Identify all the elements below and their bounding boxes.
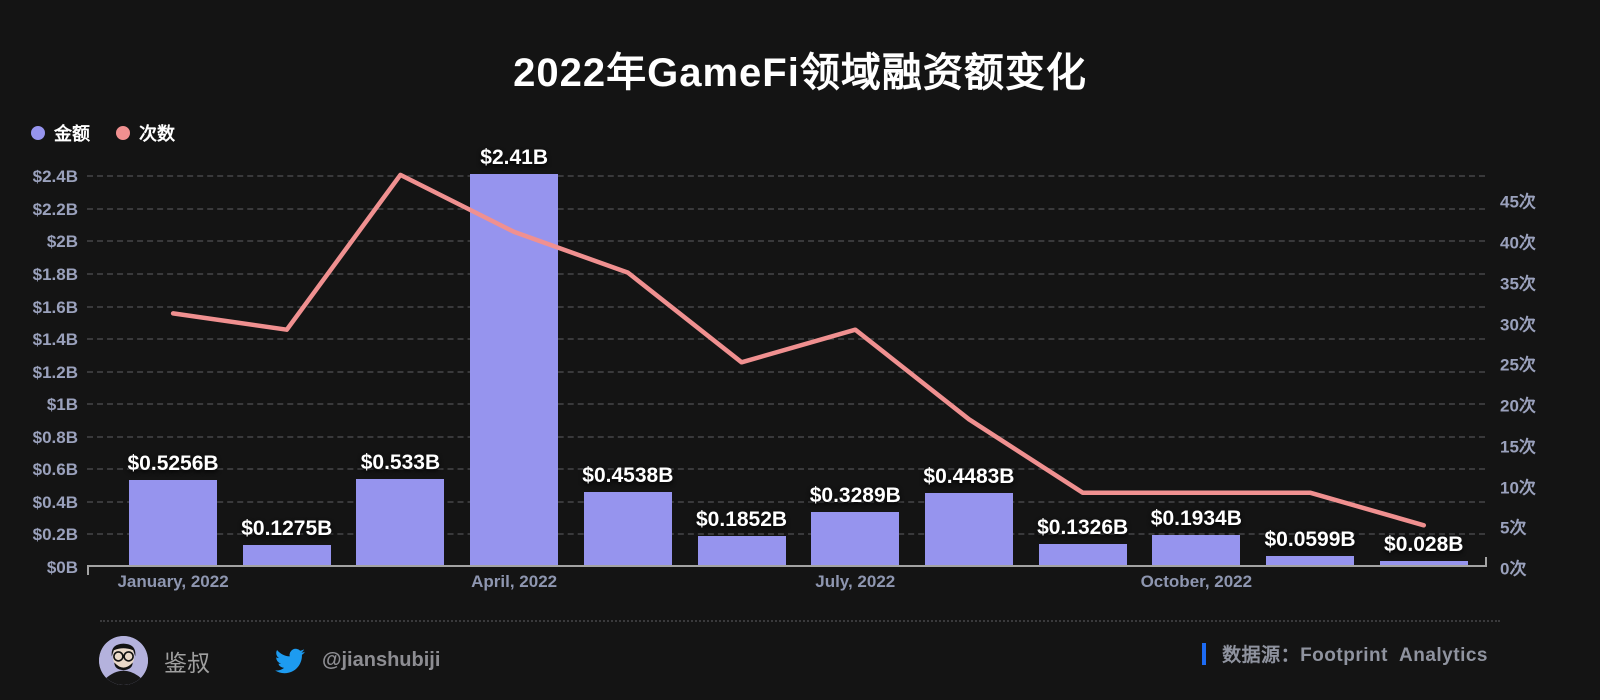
legend-label-count: 次数: [139, 124, 175, 144]
y-right-tick-label: 15次: [1500, 437, 1536, 457]
x-axis-line: [87, 565, 1487, 567]
bar-value-label: $0.533B: [360, 451, 441, 475]
footer-author-block: 鉴叔 @jianshubiji: [99, 636, 440, 685]
bar-value-label: $0.0599B: [1264, 528, 1356, 552]
bar-2[interactable]: [242, 545, 331, 566]
twitter-icon[interactable]: [272, 646, 308, 676]
y-left-tick-label: $1.8B: [32, 264, 78, 284]
y-left-tick-label: $0.8B: [32, 427, 78, 447]
y-left-tick-label: $0.4B: [32, 492, 78, 512]
bar-11[interactable]: [1266, 556, 1355, 566]
footer-source-block: 数据源：Footprint Analytics: [1202, 640, 1488, 667]
bar-3[interactable]: [356, 479, 445, 566]
y-right-tick-label: 10次: [1500, 478, 1536, 497]
bar-value-label: $0.4483B: [923, 465, 1015, 489]
bar-value-label: $2.41B: [480, 145, 548, 169]
bar-value-label: $0.1326B: [1037, 516, 1129, 540]
y-left-tick-label: $1.2B: [32, 362, 78, 382]
bar-9[interactable]: [1038, 544, 1127, 566]
x-tick-label: April, 2022: [471, 572, 558, 591]
bar-value-label: $0.1852B: [696, 507, 788, 531]
gridline: [87, 500, 1485, 503]
x-tick-label: October, 2022: [1140, 572, 1253, 591]
gridline: [87, 338, 1485, 341]
legend-dot-amount: [31, 126, 45, 140]
x-axis-right-tick: [1485, 557, 1487, 567]
y-right-tick-label: 35次: [1500, 274, 1536, 294]
y-right-tick-label: 45次: [1500, 192, 1536, 212]
bar-5[interactable]: [583, 492, 672, 566]
gridline: [87, 435, 1485, 438]
bar-8[interactable]: [924, 493, 1013, 566]
avatar: [99, 636, 148, 685]
gridline: [87, 370, 1485, 373]
bar-value-label: $0.3289B: [809, 484, 901, 508]
y-right-tick-label: 25次: [1500, 355, 1536, 375]
y-left-tick-label: $0.2B: [32, 525, 78, 545]
y-left-tick-label: $1.6B: [32, 297, 78, 317]
bar-value-label: $0.1934B: [1150, 506, 1242, 530]
bar-value-label: $0.1275B: [241, 517, 333, 541]
y-right-tick-label: 0次: [1500, 559, 1527, 579]
gridline: [87, 272, 1485, 275]
avatar-illustration: [99, 636, 148, 685]
bar-value-label: $0.4538B: [582, 464, 674, 488]
y-right-tick-label: 40次: [1500, 233, 1536, 253]
bar-7[interactable]: [811, 512, 900, 566]
chart-title: 2022年GameFi领域融资额变化: [513, 51, 1087, 95]
bar-6[interactable]: [697, 535, 786, 566]
y-left-tick-label: $2.4B: [32, 167, 78, 187]
legend-label-amount: 金额: [54, 124, 90, 144]
bar-value-label: $0.5256B: [127, 452, 219, 476]
x-tick-label: January, 2022: [117, 572, 229, 591]
y-left-tick-label: $2B: [46, 232, 78, 252]
data-source-label: 数据源：Footprint Analytics: [1222, 645, 1488, 666]
bar-4[interactable]: [470, 173, 559, 566]
legend-dot-count: [116, 126, 130, 140]
bar-value-label: $0.028B: [1384, 533, 1464, 557]
bar-1[interactable]: [129, 480, 218, 566]
gridline: [87, 533, 1485, 536]
y-right-tick-label: 30次: [1500, 315, 1536, 335]
y-left-tick-label: $0.6B: [32, 460, 78, 480]
y-left-tick-label: $1B: [46, 395, 78, 415]
gridline: [87, 403, 1485, 406]
gridline: [87, 175, 1485, 178]
author-name: 鉴叔: [164, 649, 210, 676]
gridline: [87, 305, 1485, 308]
twitter-handle: @jianshubiji: [322, 649, 441, 671]
legend-item-amount[interactable]: 金额: [31, 120, 90, 146]
legend: 金额 次数: [31, 120, 175, 146]
y-right-tick-label: 5次: [1500, 518, 1527, 538]
gridline: [87, 240, 1485, 243]
bar-10[interactable]: [1152, 534, 1241, 566]
y-left-tick-label: $0B: [46, 558, 78, 577]
bar-12[interactable]: [1379, 561, 1468, 566]
gridline: [87, 207, 1485, 210]
y-left-tick-label: $2.2B: [32, 199, 78, 219]
x-tick-label: July, 2022: [815, 572, 896, 591]
y-right-tick-label: 20次: [1500, 396, 1536, 416]
x-axis-left-tick: [87, 565, 89, 575]
footer-divider: [100, 620, 1500, 622]
legend-item-count[interactable]: 次数: [116, 120, 175, 146]
gridline: [87, 468, 1485, 471]
y-left-tick-label: $1.4B: [32, 330, 78, 350]
source-accent-bar: [1202, 642, 1207, 665]
